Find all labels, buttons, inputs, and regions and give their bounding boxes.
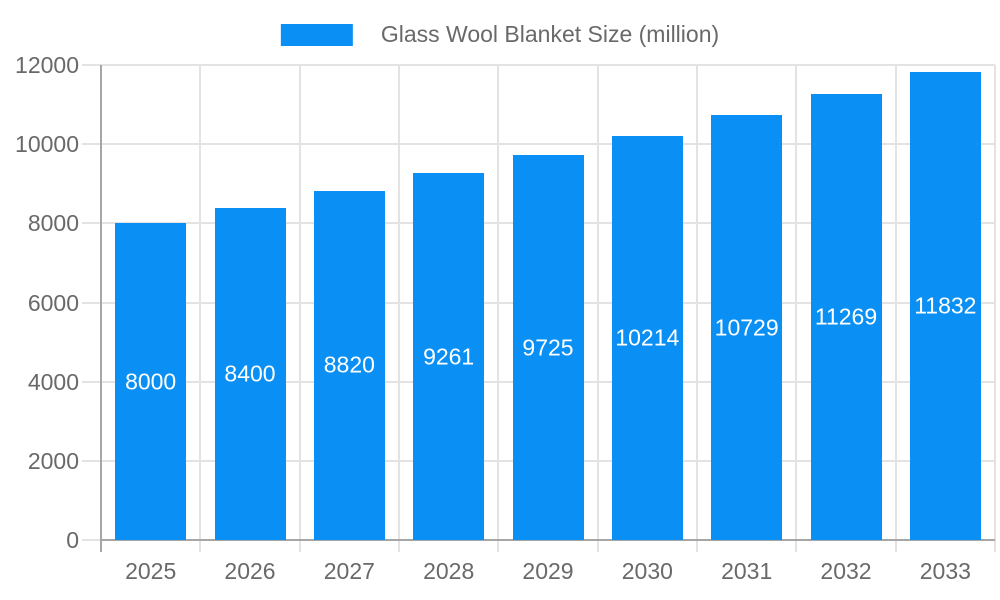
y-gridline [82, 64, 995, 66]
x-tick-label: 2032 [820, 558, 872, 584]
x-gridline [994, 65, 996, 552]
x-gridline [298, 65, 301, 552]
x-gridline [398, 65, 400, 552]
x-tick-label: 2027 [323, 558, 375, 584]
x-tick-label: 2028 [423, 558, 475, 584]
bar[interactable]: 10729 [711, 115, 783, 540]
x-gridline [696, 65, 698, 552]
x-gridline [596, 65, 599, 552]
y-tick-label: 12000 [15, 52, 79, 78]
x-tick-label: 2026 [224, 558, 276, 584]
bar[interactable]: 9261 [413, 173, 485, 540]
bar-value-label: 8820 [323, 351, 375, 378]
bar-value-label: 10729 [714, 314, 779, 341]
legend[interactable]: Glass Wool Blanket Size (million) [280, 21, 720, 48]
x-tick-label: 2031 [721, 558, 773, 584]
bar-value-label: 9725 [522, 334, 574, 361]
x-tick-label: 2030 [621, 558, 673, 584]
legend-label: Glass Wool Blanket Size (million) [380, 21, 720, 47]
bar-value-label: 8000 [125, 368, 177, 395]
y-tick-label: 10000 [15, 131, 79, 158]
x-tick-label: 2033 [919, 558, 971, 584]
y-gridline [82, 143, 995, 146]
bar[interactable]: 9725 [512, 155, 584, 540]
bar[interactable]: 8000 [115, 223, 187, 540]
bar-value-label: 11832 [914, 292, 977, 319]
bar-value-label: 8400 [224, 360, 276, 387]
y-tick-label: 2000 [27, 447, 79, 474]
bar-value-label: 10214 [615, 324, 680, 351]
bar-value-label: 9261 [423, 343, 475, 370]
legend-swatch-icon [280, 23, 353, 46]
bar[interactable]: 10214 [611, 135, 683, 540]
x-gridline [894, 65, 897, 552]
bar[interactable]: 11269 [810, 93, 882, 540]
bar[interactable]: 8820 [313, 190, 385, 540]
x-gridline [795, 65, 798, 552]
bar[interactable]: 8400 [214, 207, 286, 540]
y-tick-label: 4000 [27, 368, 79, 395]
bar[interactable]: 11832 [909, 71, 981, 540]
x-tick-label: 2025 [125, 558, 177, 584]
y-tick-label: 0 [66, 527, 79, 553]
x-axis-line [100, 539, 995, 541]
bar-value-label: 11269 [814, 303, 878, 330]
y-axis-line [100, 65, 102, 552]
y-tick-label: 8000 [27, 210, 79, 237]
x-tick-label: 2029 [522, 558, 574, 584]
y-tick-label: 6000 [27, 289, 79, 316]
x-gridline [199, 65, 202, 552]
x-gridline [497, 65, 500, 552]
